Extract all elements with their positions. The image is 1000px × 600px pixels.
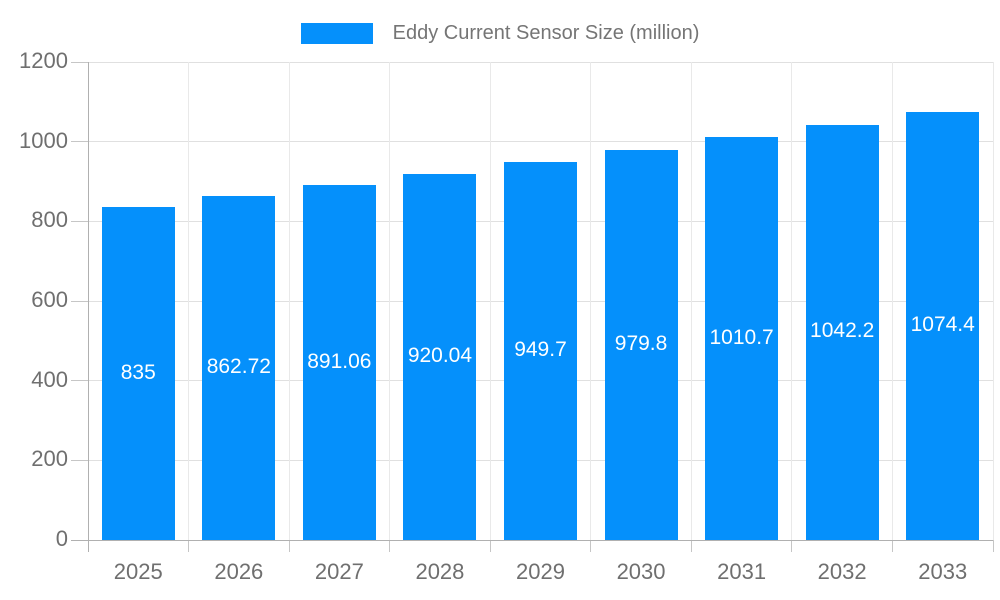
y-axis-label: 0 — [55, 526, 68, 551]
y-axis-label: 200 — [31, 446, 68, 472]
x-axis-label: 2031 — [717, 559, 767, 584]
bar-value-label: 1042.2 — [810, 319, 875, 343]
bar-2025[interactable] — [101, 207, 175, 540]
bar-value-label: 835 — [120, 360, 156, 384]
bar-value-label: 949.7 — [514, 337, 567, 361]
bar-value-label: 862.72 — [206, 355, 271, 379]
x-axis-label: 2028 — [415, 559, 465, 584]
h-gridline — [88, 141, 993, 143]
y-axis-tick — [71, 380, 88, 382]
legend[interactable]: Eddy Current Sensor Size (million) — [0, 22, 1000, 45]
bar-value-label: 979.8 — [614, 331, 668, 355]
bar-2030[interactable] — [604, 149, 678, 540]
x-axis-label: 2026 — [214, 559, 264, 584]
x-axis-tick — [791, 540, 793, 552]
bar-2033[interactable] — [906, 112, 980, 540]
y-axis-label: 1000 — [19, 127, 68, 153]
legend-label: Eddy Current Sensor Size (million) — [392, 22, 700, 44]
y-axis-line — [87, 62, 89, 552]
bar-value-label: 1010.7 — [709, 325, 774, 349]
x-axis-label: 2030 — [616, 559, 666, 584]
bar-2028[interactable] — [403, 173, 477, 540]
v-gridline — [389, 62, 391, 540]
v-gridline — [992, 62, 994, 540]
y-axis-label: 400 — [31, 366, 68, 392]
bar-2031[interactable] — [705, 137, 779, 540]
x-axis-label: 2032 — [817, 559, 867, 584]
v-gridline — [489, 62, 491, 540]
x-axis-label: 2027 — [314, 559, 364, 584]
y-axis-label: 600 — [31, 287, 68, 312]
x-axis-tick — [891, 540, 893, 552]
v-gridline — [690, 62, 692, 540]
v-gridline — [891, 62, 893, 540]
h-gridline — [88, 61, 993, 63]
bar-2029[interactable] — [503, 161, 577, 540]
x-axis-tick — [690, 540, 692, 552]
x-axis-tick — [188, 540, 190, 552]
y-axis-tick — [71, 141, 88, 143]
bar-2032[interactable] — [805, 124, 879, 540]
x-axis-label: 2025 — [113, 559, 163, 584]
x-axis-tick — [489, 540, 491, 552]
x-axis-label: 2033 — [918, 559, 968, 584]
y-axis-tick — [71, 220, 88, 222]
y-axis-tick — [71, 459, 88, 461]
bar-value-label: 891.06 — [307, 349, 372, 373]
x-axis-tick — [288, 540, 290, 552]
x-axis-tick — [992, 540, 994, 552]
bar-value-label: 920.04 — [407, 343, 473, 367]
bar-value-label: 1074.4 — [910, 313, 975, 336]
y-axis-label: 800 — [31, 207, 68, 233]
v-gridline — [188, 62, 190, 540]
y-axis-tick — [71, 61, 88, 63]
y-axis-tick — [71, 300, 88, 302]
x-axis-tick — [590, 540, 592, 552]
y-axis-label: 1200 — [19, 48, 68, 73]
bar-2026[interactable] — [202, 196, 276, 540]
x-axis-label: 2029 — [516, 559, 565, 584]
legend-swatch[interactable] — [300, 23, 373, 44]
bar-2027[interactable] — [302, 185, 376, 540]
v-gridline — [590, 62, 592, 540]
x-axis-line — [71, 539, 993, 541]
x-axis-tick — [389, 540, 391, 552]
v-gridline — [288, 62, 290, 540]
v-gridline — [791, 62, 793, 540]
